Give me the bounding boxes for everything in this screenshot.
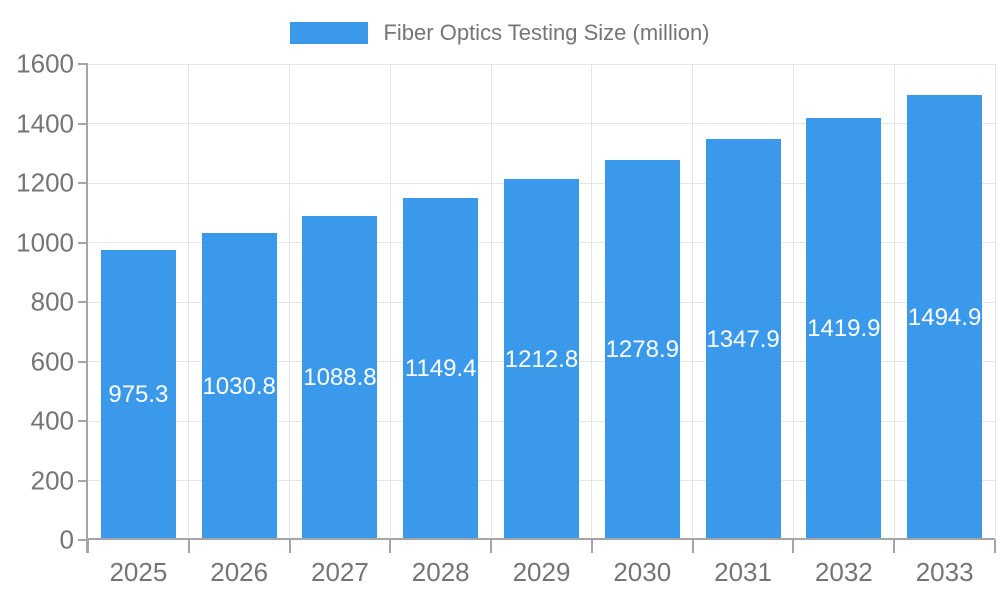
v-gridline bbox=[188, 64, 190, 540]
y-axis-tick bbox=[78, 360, 88, 363]
y-axis-tick bbox=[78, 63, 88, 65]
y-axis-tick-label: 1000 bbox=[16, 227, 74, 257]
bar-value-label: 1347.9 bbox=[706, 325, 780, 353]
v-gridline bbox=[893, 64, 895, 540]
bar-value-label: 1030.8 bbox=[202, 372, 276, 400]
bar-value-label: 1278.9 bbox=[605, 335, 679, 363]
legend: Fiber Optics Testing Size (million) bbox=[0, 20, 1000, 46]
bar: 1088.8 bbox=[302, 216, 378, 540]
bar-value-label: 1149.4 bbox=[404, 355, 477, 383]
x-axis-tick bbox=[490, 540, 493, 553]
x-axis-tick-label: 2029 bbox=[512, 557, 571, 587]
x-axis-tick bbox=[87, 540, 89, 553]
bar-value-label: 1212.8 bbox=[504, 345, 579, 373]
y-axis-tick bbox=[78, 479, 88, 482]
bar: 1278.9 bbox=[604, 159, 680, 540]
bar-value-label: 1088.8 bbox=[303, 364, 377, 392]
bar: 1347.9 bbox=[705, 139, 781, 540]
bar: 1149.4 bbox=[403, 198, 479, 540]
x-axis-tick-label: 2028 bbox=[411, 557, 470, 587]
y-axis-labels: 0 200 400 600 800 1000 1200 1400 1600 bbox=[0, 0, 74, 600]
x-axis-tick bbox=[590, 540, 593, 553]
x-axis-tick-label: 2031 bbox=[714, 557, 772, 587]
y-axis-tick-label: 400 bbox=[30, 405, 74, 436]
x-axis-tick-label: 2025 bbox=[109, 557, 168, 587]
v-gridline bbox=[289, 64, 291, 540]
y-axis-tick-label: 800 bbox=[30, 286, 74, 317]
v-gridline bbox=[389, 64, 391, 540]
x-axis-tick bbox=[187, 540, 190, 553]
bar-value-label: 1494.9 bbox=[907, 303, 982, 331]
x-axis-tick-label: 2026 bbox=[210, 557, 269, 587]
x-axis-tick bbox=[994, 540, 996, 553]
bar: 1030.8 bbox=[201, 233, 277, 540]
x-axis-line bbox=[88, 538, 995, 540]
y-axis-tick-label: 1400 bbox=[16, 108, 74, 138]
legend-item[interactable]: Fiber Optics Testing Size (million) bbox=[290, 20, 710, 46]
y-axis-tick bbox=[78, 301, 88, 303]
h-gridline bbox=[88, 63, 995, 65]
x-axis-tick bbox=[893, 540, 896, 553]
y-axis-line bbox=[86, 64, 88, 553]
y-axis-tick-label: 200 bbox=[30, 465, 74, 495]
x-axis-tick bbox=[389, 540, 392, 553]
bar-value-label: 975.3 bbox=[108, 380, 169, 408]
y-axis-tick bbox=[78, 122, 88, 125]
x-axis-tick bbox=[288, 540, 291, 553]
x-axis-tick-label: 2030 bbox=[613, 557, 672, 587]
y-axis-tick bbox=[78, 241, 88, 244]
bar: 1494.9 bbox=[907, 95, 983, 540]
v-gridline bbox=[692, 64, 694, 540]
y-axis-tick-label: 0 bbox=[59, 524, 74, 555]
x-axis-tick-label: 2027 bbox=[311, 557, 369, 587]
y-axis-tick-label: 1200 bbox=[16, 167, 74, 198]
v-gridline bbox=[994, 64, 996, 540]
legend-swatch bbox=[290, 22, 369, 44]
x-axis-tick bbox=[792, 540, 795, 553]
y-axis-tick bbox=[78, 539, 88, 541]
v-gridline bbox=[490, 64, 492, 540]
legend-label: Fiber Optics Testing Size (million) bbox=[383, 20, 710, 45]
v-gridline bbox=[591, 64, 593, 540]
x-axis-tick-label: 2032 bbox=[814, 557, 873, 587]
bar: 975.3 bbox=[100, 249, 176, 540]
y-axis-tick-label: 600 bbox=[30, 346, 74, 376]
h-gridline bbox=[88, 123, 995, 124]
v-gridline bbox=[792, 64, 794, 540]
x-axis-tick bbox=[691, 540, 694, 553]
bar: 1212.8 bbox=[504, 179, 579, 540]
y-axis-tick-label: 1600 bbox=[16, 48, 74, 79]
x-axis-tick-label: 2033 bbox=[915, 557, 974, 587]
y-axis-tick bbox=[78, 182, 88, 184]
bar-value-label: 1419.9 bbox=[807, 314, 881, 342]
bar: 1419.9 bbox=[806, 117, 882, 540]
plot-area: 975.3 1030.8 1088.8 1149.4 1212.8 1278.9 1347.… bbox=[88, 63, 996, 540]
y-axis-tick bbox=[78, 420, 88, 422]
